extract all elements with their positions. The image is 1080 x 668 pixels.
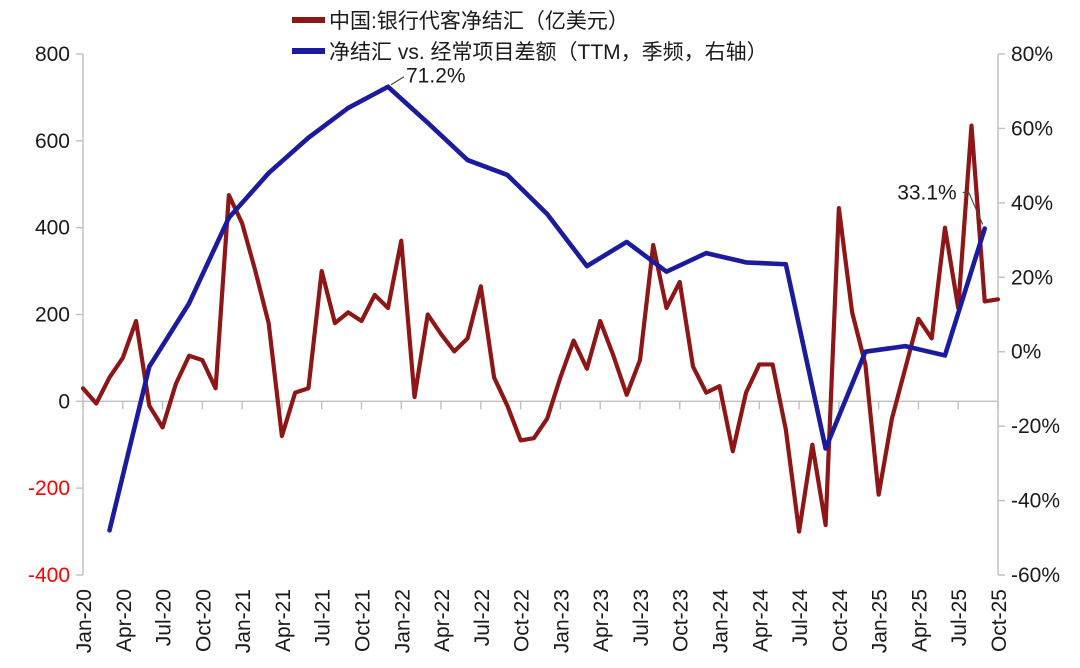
x-tick-label: Jan-22 <box>391 589 414 653</box>
annotation-leader-peak <box>390 76 405 86</box>
x-tick-label: Oct-23 <box>670 589 693 652</box>
chart-annotations: 71.2% 33.1% <box>390 65 984 225</box>
series-line-ratio-ttm <box>107 84 988 533</box>
x-tick-label: Jul-21 <box>312 589 335 646</box>
legend-label-1: 净结汇 vs. 经常项目差额（TTM，季频，右轴） <box>329 41 768 64</box>
series-line-net-settlement <box>80 123 1001 534</box>
annotation-latest-value: 33.1% <box>897 182 957 205</box>
y-tick-label-left: 600 <box>35 130 70 153</box>
y-tick-label-left: -200 <box>28 477 70 500</box>
y-tick-label-right: 80% <box>1011 43 1053 66</box>
x-tick-label: Jul-22 <box>471 589 494 646</box>
chart-axes: 800 600 400 200 0 -200 -400 80% 60% 40% 20% 0% -20% -… <box>28 43 1060 653</box>
x-tick-label: Apr-25 <box>908 589 931 652</box>
x-tick-label: Oct-20 <box>192 589 215 652</box>
x-tick-label: Apr-21 <box>272 589 295 652</box>
x-tick-label: Jan-21 <box>232 589 255 653</box>
annotation-peak-value: 71.2% <box>406 65 466 88</box>
y-tick-label-right: -60% <box>1011 564 1060 587</box>
x-tick-label: Oct-24 <box>829 589 852 652</box>
chart-series <box>80 84 1001 534</box>
x-tick-label: Jan-23 <box>550 589 573 653</box>
x-tick-label: Apr-23 <box>590 589 613 652</box>
x-tick-label: Jan-24 <box>710 589 733 654</box>
y-tick-label-right: -20% <box>1011 415 1060 438</box>
chart-legend: 中国:银行代客净结汇（亿美元） 净结汇 vs. 经常项目差额（TTM，季频，右轴… <box>292 10 768 64</box>
x-tick-label: Jul-20 <box>153 589 176 646</box>
y-tick-label-left: -400 <box>28 564 70 587</box>
x-tick-label: Jul-23 <box>630 589 653 646</box>
x-tick-label: Oct-25 <box>988 589 1011 652</box>
y-tick-label-right: 20% <box>1011 266 1053 289</box>
x-tick-label: Jan-25 <box>869 589 892 653</box>
y-tick-label-right: 40% <box>1011 192 1053 215</box>
annotation-leader-latest <box>962 191 984 225</box>
x-tick-label: Apr-20 <box>113 589 136 652</box>
x-tick-label: Oct-22 <box>511 589 534 652</box>
y-tick-label-right: -40% <box>1011 490 1060 513</box>
x-tick-label: Apr-22 <box>431 589 454 652</box>
y-tick-label-right: 0% <box>1011 341 1041 364</box>
y-tick-label-left: 0 <box>58 390 70 413</box>
x-tick-label: Jul-25 <box>948 589 971 646</box>
x-tick-label: Oct-21 <box>351 589 374 652</box>
x-tick-label: Jul-24 <box>789 589 812 647</box>
x-tick-label: Jan-20 <box>73 589 96 653</box>
x-tick-label: Apr-24 <box>749 589 772 652</box>
legend-label-0: 中国:银行代客净结汇（亿美元） <box>329 10 629 33</box>
y-tick-label-left: 400 <box>35 217 70 240</box>
y-tick-label-left: 200 <box>35 304 70 327</box>
y-tick-label-left: 800 <box>35 43 70 66</box>
y-tick-label-right: 60% <box>1011 117 1053 140</box>
